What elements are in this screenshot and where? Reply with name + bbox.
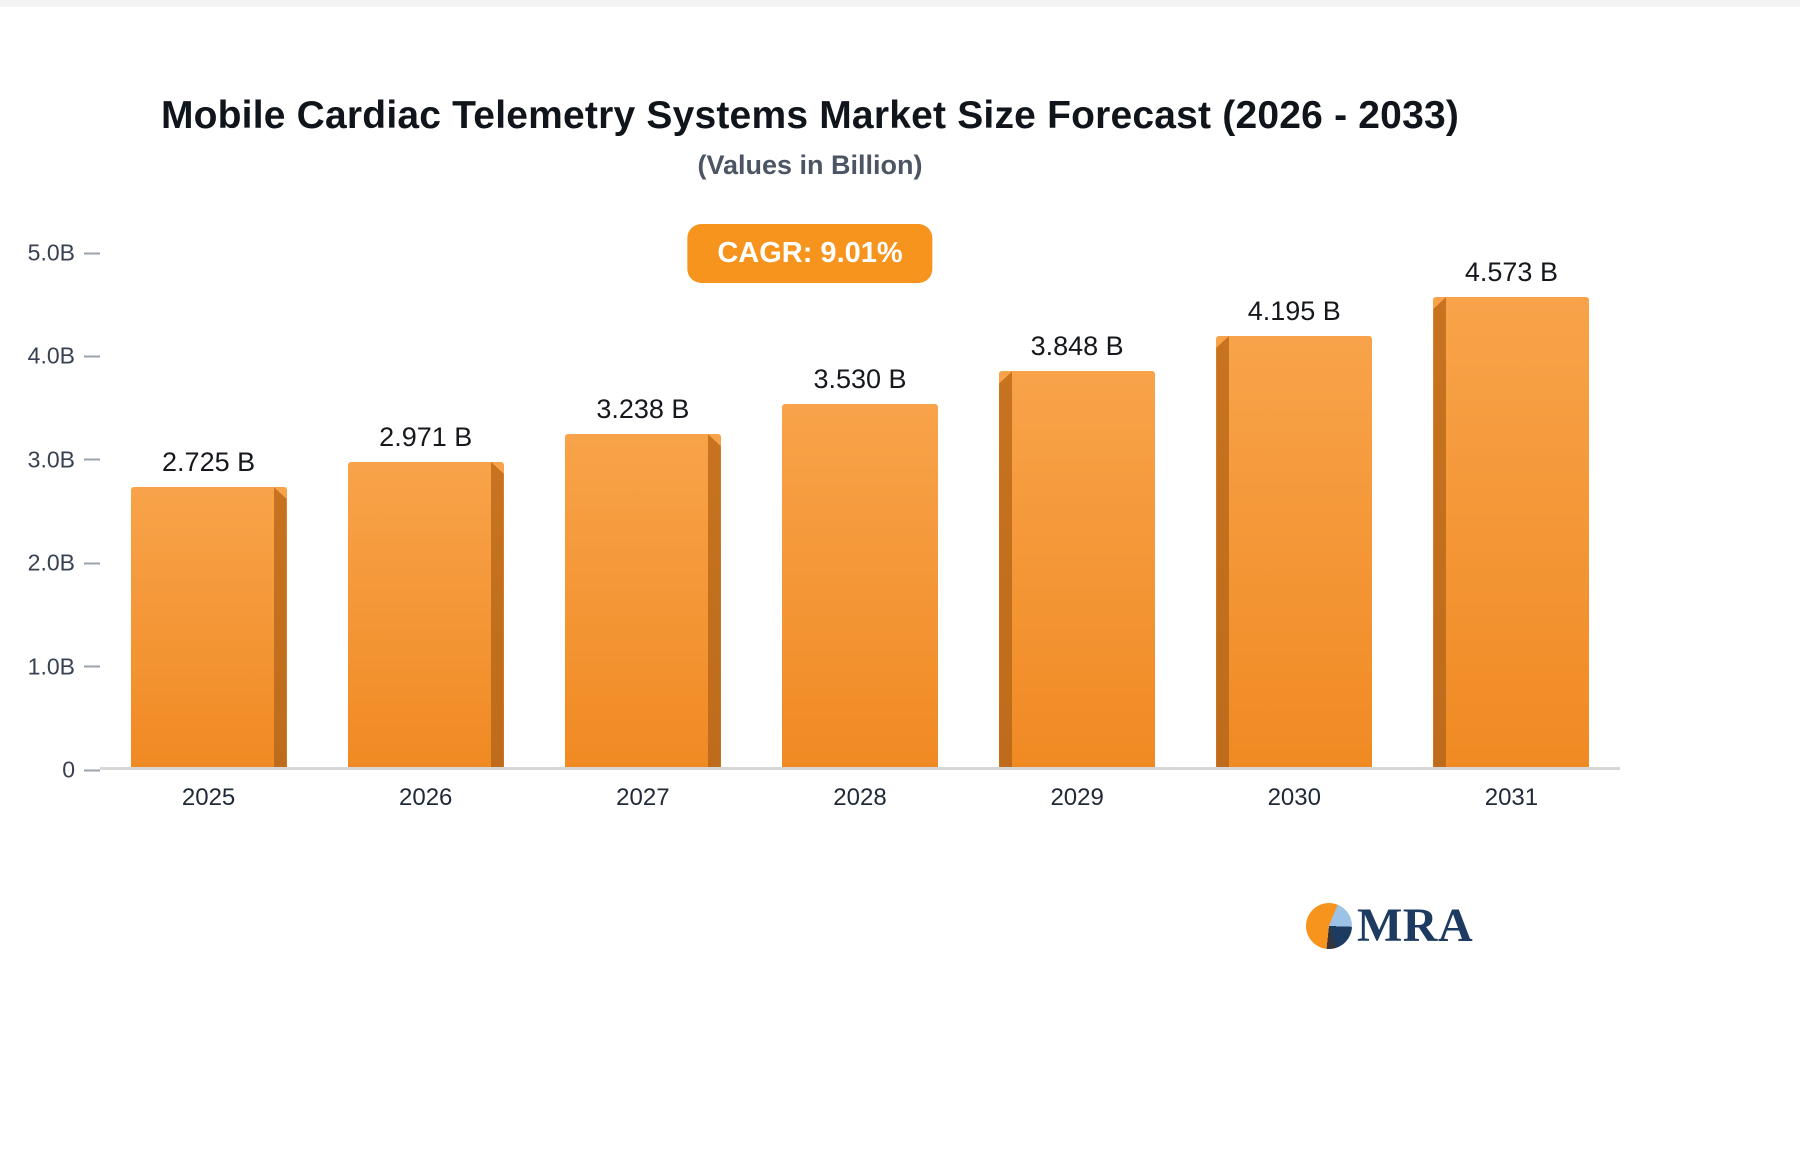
bar-value-label: 2.971 B xyxy=(379,421,473,452)
brand-logo: MRA xyxy=(1306,898,1473,953)
y-axis-tick-label: 1.0B xyxy=(27,653,75,680)
bar-2025 xyxy=(130,486,287,767)
y-axis-tick: 0 xyxy=(62,757,100,784)
bar-side-shade xyxy=(490,461,504,767)
bar-side-shade xyxy=(999,371,1013,767)
bar-column-2025: 2.725 B xyxy=(100,253,317,767)
y-axis-tick: 5.0B xyxy=(28,240,100,267)
bar-2031 xyxy=(1433,296,1590,767)
chart-canvas: Mobile Cardiac Telemetry Systems Market … xyxy=(0,0,1620,811)
bar-side-shade xyxy=(1216,335,1230,767)
y-axis-tick-label: 2.0B xyxy=(27,549,75,576)
bar-chart: 0 1.0B 2.0B 3.0B 4.0B 5.0B 2.725 B 2.971 B 3.23… xyxy=(0,240,1620,812)
y-axis: 0 1.0B 2.0B 3.0B 4.0B 5.0B xyxy=(0,240,100,783)
y-axis-tick-label: 4.0B xyxy=(27,342,75,369)
tick-mark xyxy=(84,458,100,461)
bar-side-shade xyxy=(1433,296,1447,767)
y-axis-tick: 4.0B xyxy=(28,343,100,370)
bar-column-2030: 4.195 B xyxy=(1186,253,1403,767)
chart-subtitle: (Values in Billion) xyxy=(697,150,923,180)
page-edge-strip xyxy=(0,0,1800,7)
bar-value-label: 4.573 B xyxy=(1464,256,1558,287)
bar-2029 xyxy=(999,371,1156,767)
bar-value-label: 3.848 B xyxy=(1030,331,1124,362)
tick-mark xyxy=(84,769,100,771)
tick-mark xyxy=(84,665,100,668)
x-axis-label-2030: 2030 xyxy=(1267,784,1321,811)
plot-area: 2.725 B 2.971 B 3.238 B 3.530 B 3.848 B 4.195… xyxy=(100,253,1620,770)
bar-column-2027: 3.238 B xyxy=(534,253,751,767)
x-axis-label-2029: 2029 xyxy=(1050,784,1104,811)
bar-2027 xyxy=(564,434,721,767)
bar-column-2028: 3.530 B xyxy=(751,253,968,767)
tick-mark xyxy=(84,252,100,254)
bar-value-label: 3.238 B xyxy=(596,394,690,425)
tick-mark xyxy=(84,562,100,565)
cagr-badge: CAGR: 9.01% xyxy=(687,224,933,283)
logo-pie-icon xyxy=(1306,902,1352,949)
logo-text: MRA xyxy=(1357,899,1474,952)
bar-side-shade xyxy=(707,434,721,767)
bar-2028 xyxy=(781,404,938,767)
x-axis: 2025 2026 2027 2028 2029 2030 2031 xyxy=(100,784,1620,812)
y-axis-tick-label: 0 xyxy=(62,756,75,783)
x-axis-label-2025: 2025 xyxy=(181,784,236,811)
chart-title: Mobile Cardiac Telemetry Systems Market … xyxy=(160,94,1460,137)
y-axis-tick: 1.0B xyxy=(28,653,100,680)
y-axis-tick-label: 5.0B xyxy=(27,239,75,266)
y-axis-tick: 2.0B xyxy=(28,550,100,577)
y-axis-tick: 3.0B xyxy=(28,446,100,473)
bar-2030 xyxy=(1216,335,1373,767)
x-axis-label-2031: 2031 xyxy=(1484,784,1539,811)
bar-column-2031: 4.573 B xyxy=(1403,253,1620,767)
bar-value-label: 3.530 B xyxy=(813,364,907,395)
bar-column-2026: 2.971 B xyxy=(317,253,534,767)
tick-mark xyxy=(84,355,100,358)
x-axis-label-2027: 2027 xyxy=(616,784,670,811)
x-axis-label-2026: 2026 xyxy=(399,784,453,811)
y-axis-tick-label: 3.0B xyxy=(27,446,75,473)
x-axis-label-2028: 2028 xyxy=(833,784,887,811)
bar-2026 xyxy=(347,461,504,767)
bar-side-shade xyxy=(273,486,287,767)
bar-column-2029: 3.848 B xyxy=(969,253,1186,767)
bar-value-label: 4.195 B xyxy=(1247,295,1341,326)
bar-value-label: 2.725 B xyxy=(162,446,256,477)
